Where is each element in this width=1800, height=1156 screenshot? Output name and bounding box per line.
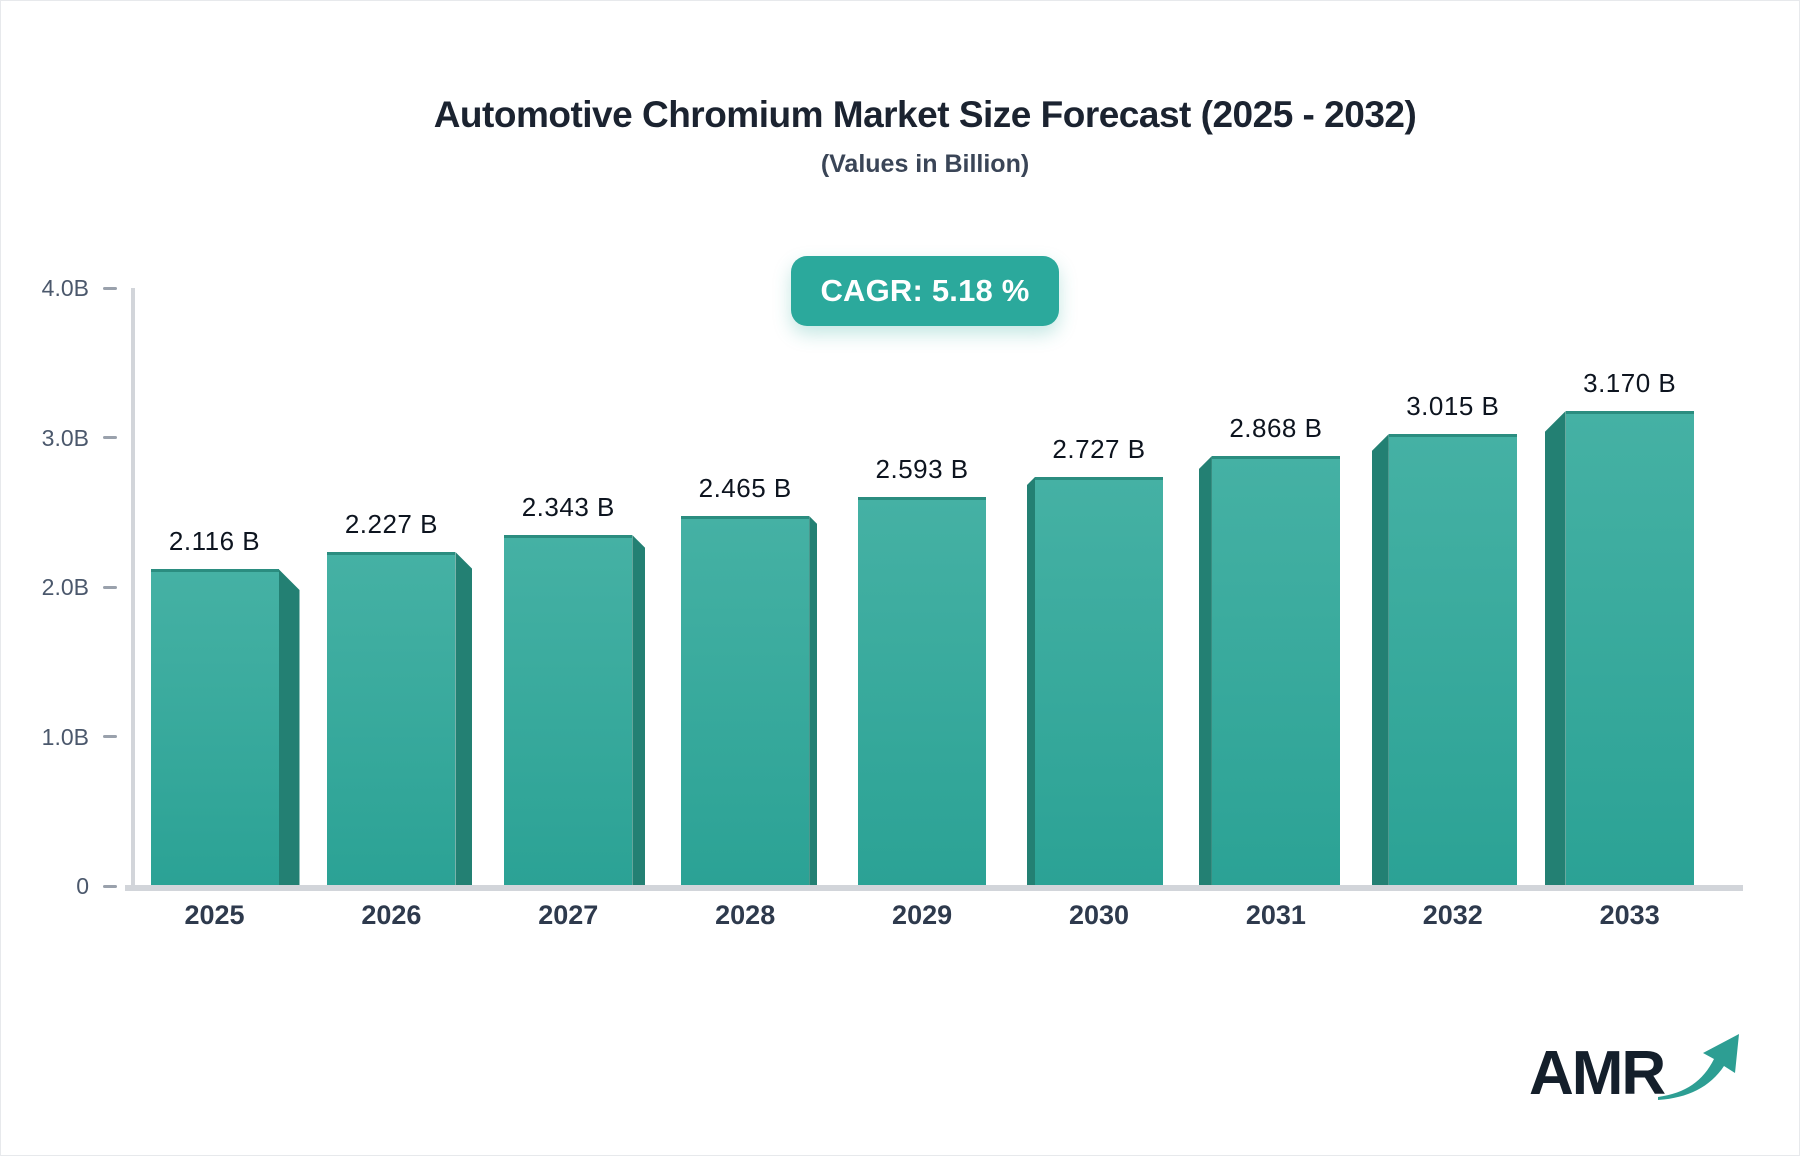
bar-side-face — [1027, 477, 1035, 885]
x-axis-label: 2031 — [1245, 900, 1306, 930]
x-axis-label: 2026 — [361, 900, 422, 930]
y-axis-tick-label: 1.0B — [41, 723, 89, 750]
bar-body — [504, 535, 633, 885]
bar-value-label: 2.227 B — [344, 509, 438, 539]
bar-side-face — [1371, 434, 1389, 885]
bar-side-face — [278, 569, 300, 885]
x-axis-label: 2032 — [1422, 900, 1483, 930]
y-axis-tick-label: 3.0B — [41, 424, 89, 451]
growth-arrow-icon — [1658, 1034, 1740, 1100]
bar-body — [150, 569, 279, 885]
y-axis-tick — [103, 884, 117, 888]
bar-value-label: 2.343 B — [521, 492, 615, 522]
bar-value-label: 2.727 B — [1052, 434, 1146, 464]
y-axis-tick-label: 2.0B — [41, 574, 89, 600]
x-axis-label: 2033 — [1599, 900, 1660, 930]
bar-side-face — [809, 516, 818, 885]
x-axis-label: 2025 — [184, 900, 245, 930]
bar-side-face — [1198, 456, 1212, 885]
bar-value-label: 2.868 B — [1229, 413, 1323, 443]
bar-value-label: 2.116 B — [168, 526, 261, 556]
bar-body — [1211, 456, 1340, 885]
x-axis-label: 2027 — [538, 900, 599, 930]
bar-body — [858, 497, 987, 885]
amr-logo-text: AMR — [1529, 1039, 1666, 1108]
bar-side-face — [1544, 411, 1566, 885]
bar-body — [1388, 434, 1517, 885]
y-axis-tick-label: 0 — [76, 873, 89, 899]
bar-value-label: 2.465 B — [698, 473, 792, 503]
amr-logo: AMR — [1529, 1029, 1748, 1105]
y-axis-tick-label: 4.0B — [41, 275, 89, 301]
y-axis-tick — [103, 735, 117, 738]
bar-side-face — [455, 552, 473, 885]
y-axis-line — [131, 288, 135, 885]
x-axis-label: 2029 — [892, 900, 953, 930]
bar-body — [327, 552, 456, 885]
bar-side-face — [632, 535, 646, 885]
x-axis-label: 2028 — [715, 900, 776, 930]
bar-value-label: 2.593 B — [875, 454, 969, 484]
y-axis-tick — [103, 286, 117, 290]
x-axis-label: 2030 — [1068, 900, 1130, 930]
cagr-badge: CAGR: 5.18 % — [791, 256, 1059, 326]
x-axis-line — [125, 885, 1743, 891]
bar-body — [1035, 477, 1163, 885]
bar-body — [1565, 411, 1694, 885]
chart-subtitle: (Values in Billion) — [820, 150, 1030, 178]
bar-value-label: 3.015 B — [1406, 391, 1500, 421]
bar-value-label: 3.170 B — [1583, 368, 1677, 398]
chart-title: Automotive Chromium Market Size Forecast… — [433, 94, 1417, 135]
y-axis-tick — [103, 436, 117, 439]
bar-body — [681, 516, 810, 885]
y-axis-tick — [103, 585, 117, 589]
